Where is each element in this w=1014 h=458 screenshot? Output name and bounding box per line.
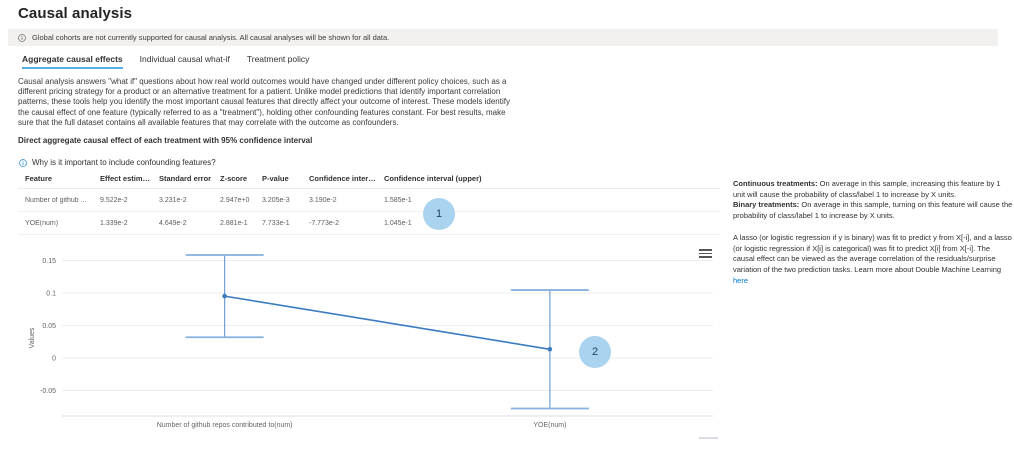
table-row[interactable]: Number of github ... 9.522e-2 3.231e-2 2… xyxy=(18,189,720,212)
continuous-treatments-text: Continuous treatments: On average in thi… xyxy=(733,179,1001,199)
annotation-number: 1 xyxy=(435,208,443,220)
cell-feature: Number of github ... xyxy=(25,196,87,204)
table-row[interactable]: YOE(num) 1.339e-2 4.649e-2 2.881e-1 7.73… xyxy=(18,212,720,235)
column-header-effect-estimate[interactable]: Effect estimate xyxy=(100,173,152,183)
binary-treatments-text: Binary treatments: On average in this sa… xyxy=(733,200,1013,221)
svg-text:Number of github repos contrib: Number of github repos contributed to(nu… xyxy=(157,422,293,429)
tab-individual-causal-what-if[interactable]: Individual causal what-if xyxy=(139,54,230,64)
column-header-feature[interactable]: Feature xyxy=(25,173,53,183)
pivot-tabs: Aggregate causal effects Individual caus… xyxy=(22,54,309,69)
double-ml-link[interactable]: here xyxy=(733,275,749,285)
cell-effect-estimate: 1.339e-2 xyxy=(100,219,128,227)
svg-text:0: 0 xyxy=(52,356,56,363)
annotation-number: 2 xyxy=(591,346,599,358)
svg-text:0.05: 0.05 xyxy=(42,323,56,330)
cell-p-value: 7.733e-1 xyxy=(262,219,290,227)
column-header-p-value[interactable]: P-value xyxy=(262,173,289,183)
cell-z-score: 2.947e+0 xyxy=(220,196,250,204)
horizontal-scrollbar-thumb[interactable] xyxy=(699,437,718,439)
cohort-warning-banner: Global cohorts are not currently support… xyxy=(8,29,998,46)
cell-standard-error: 4.649e-2 xyxy=(159,219,187,227)
chart-subtitle: Direct aggregate causal effect of each t… xyxy=(18,136,313,145)
confounding-info-link[interactable]: Why is it important to include confoundi… xyxy=(19,158,216,167)
cell-standard-error: 3.231e-2 xyxy=(159,196,187,204)
causal-analysis-description: Causal analysis answers "what if" questi… xyxy=(18,77,510,127)
chart-context-menu-button[interactable] xyxy=(699,248,712,259)
cell-effect-estimate: 9.522e-2 xyxy=(100,196,128,204)
svg-text:0.15: 0.15 xyxy=(42,258,56,265)
page-title: Causal analysis xyxy=(18,5,133,22)
column-header-confidence-upper[interactable]: Confidence interval (upper) xyxy=(384,173,482,183)
tab-aggregate-causal-effects[interactable]: Aggregate causal effects xyxy=(22,54,123,69)
lasso-explanation-text: A lasso (or logistic regression if y is … xyxy=(733,232,1012,285)
cell-confidence-lower: 3.190e-2 xyxy=(309,196,337,204)
column-header-z-score[interactable]: Z-score xyxy=(220,173,248,183)
cell-p-value: 3.205e-3 xyxy=(262,196,290,204)
svg-text:Values: Values xyxy=(29,327,36,348)
tab-treatment-policy[interactable]: Treatment policy xyxy=(246,54,310,64)
svg-text:-0.05: -0.05 xyxy=(40,388,56,395)
svg-text:0.1: 0.1 xyxy=(46,291,56,298)
column-header-standard-error[interactable]: Standard error xyxy=(159,173,212,183)
treatment-help-panel: Continuous treatments: On average in thi… xyxy=(733,179,1013,286)
causal-effects-chart[interactable]: 0.15 0.1 0.05 0 -0.05 Values Number of github … xyxy=(0,245,720,445)
banner-text: Global cohorts are not currently support… xyxy=(32,33,390,42)
annotation-badge-2: 2 xyxy=(579,336,611,368)
info-icon xyxy=(18,33,26,42)
confounding-link-label: Why is it important to include confoundi… xyxy=(32,158,216,167)
svg-text:YOE(num): YOE(num) xyxy=(533,422,566,429)
causal-effects-table: Feature Effect estimate Standard error Z… xyxy=(18,168,720,235)
cell-feature: YOE(num) xyxy=(25,219,59,227)
info-icon xyxy=(19,158,27,167)
cell-z-score: 2.881e-1 xyxy=(220,219,248,227)
table-header-row: Feature Effect estimate Standard error Z… xyxy=(18,168,720,189)
annotation-badge-1: 1 xyxy=(423,198,455,230)
cell-confidence-lower: -7.773e-2 xyxy=(309,219,339,227)
column-header-confidence-lower[interactable]: Confidence interv... xyxy=(309,173,377,183)
hamburger-menu-icon xyxy=(699,249,712,251)
